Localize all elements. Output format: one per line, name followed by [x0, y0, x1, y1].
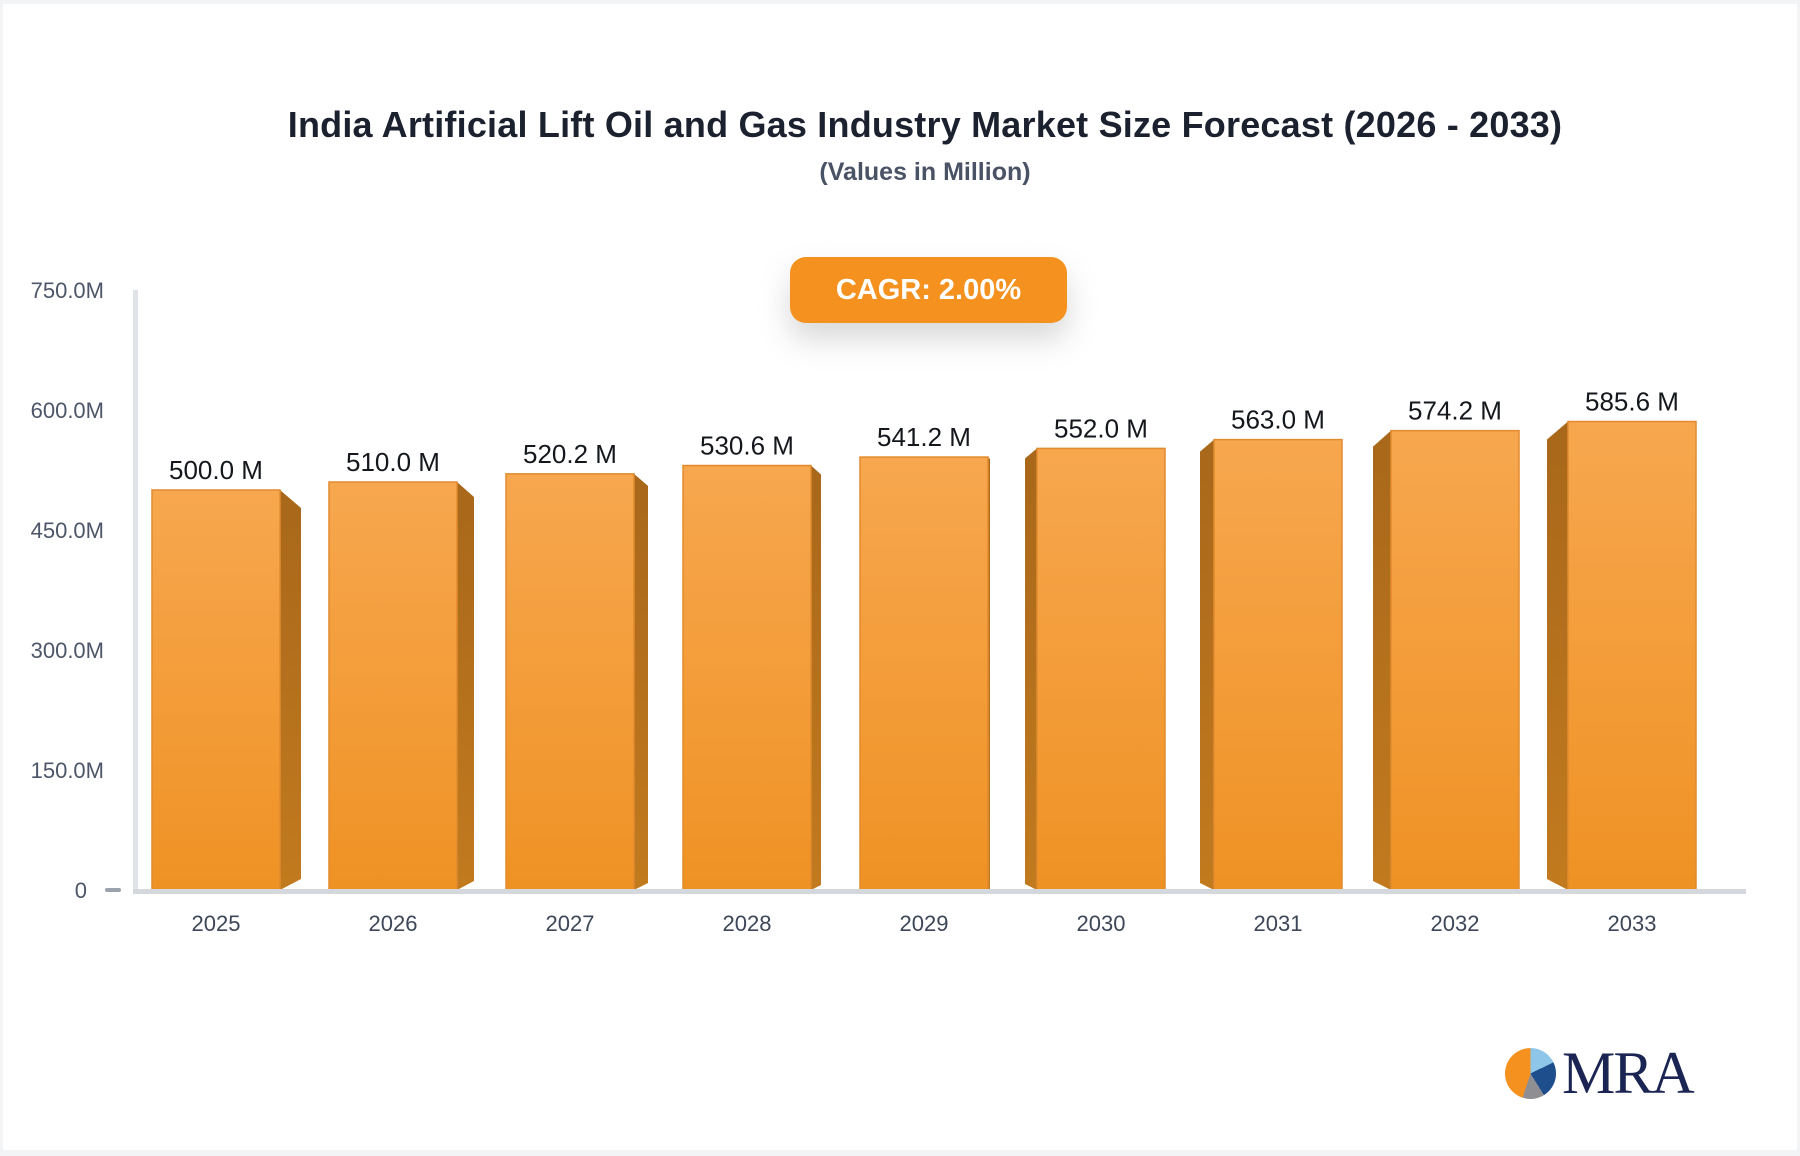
- bar-side-face: [634, 473, 648, 890]
- bar-value-label: 541.2 M: [877, 422, 971, 452]
- bar-front-face: [1390, 429, 1520, 891]
- cagr-badge: CAGR: 2.00%: [790, 257, 1067, 323]
- bar-chart-plot: 500.0 M 510.0 M 520.2 M 530.6 M 541.2 M 552.0…: [31, 278, 1746, 936]
- bar-front-face: [1213, 438, 1343, 891]
- y-tick-label: 750.0M: [31, 278, 104, 303]
- x-tick-label: 2028: [723, 911, 772, 936]
- bar-front-face: [505, 473, 635, 891]
- bar-2030[interactable]: 552.0 M: [1025, 413, 1166, 891]
- x-axis-baseline: [133, 889, 1746, 894]
- bar-front-face: [1567, 420, 1697, 891]
- y-axis-line: [133, 290, 138, 894]
- x-tick-label: 2027: [546, 911, 595, 936]
- bar-value-label: 530.6 M: [700, 431, 794, 461]
- chart-card: India Artificial Lift Oil and Gas Indust…: [3, 4, 1797, 1150]
- bar-side-face: [457, 482, 474, 890]
- bar-side-face: [811, 465, 821, 890]
- bar-side-face: [1373, 430, 1391, 890]
- bar-value-label: 574.2 M: [1408, 396, 1502, 426]
- x-tick-label: 2031: [1254, 911, 1303, 936]
- bar-side-face: [1200, 439, 1214, 890]
- bar-front-face: [682, 464, 812, 891]
- bar-2026[interactable]: 510.0 M: [328, 447, 474, 891]
- y-tick-label: 300.0M: [31, 638, 104, 663]
- bar-2032[interactable]: 574.2 M: [1373, 396, 1520, 891]
- bar-2027[interactable]: 520.2 M: [505, 439, 648, 891]
- mra-logo-text: MRA: [1562, 1039, 1695, 1106]
- bar-value-label: 552.0 M: [1054, 413, 1148, 443]
- chart-subtitle: (Values in Million): [819, 158, 1031, 186]
- y-tick-label: 150.0M: [31, 758, 104, 783]
- x-tick-label: 2030: [1077, 911, 1126, 936]
- chart-title: India Artificial Lift Oil and Gas Indust…: [287, 104, 1563, 145]
- bar-2029[interactable]: 541.2 M: [859, 422, 990, 891]
- bar-front-face: [151, 489, 281, 891]
- bar-front-face: [328, 481, 458, 891]
- bar-2031[interactable]: 563.0 M: [1200, 405, 1343, 891]
- bar-value-label: 563.0 M: [1231, 405, 1325, 435]
- x-tick-label: 2026: [369, 911, 418, 936]
- bar-value-label: 520.2 M: [523, 439, 617, 469]
- bar-side-face: [1025, 448, 1037, 890]
- bar-front-face: [859, 456, 989, 891]
- mra-logo: MRA: [1505, 1039, 1695, 1106]
- bar-2033[interactable]: 585.6 M: [1547, 387, 1697, 891]
- mra-logo-pie-icon: [1505, 1048, 1556, 1099]
- bar-value-label: 510.0 M: [346, 447, 440, 477]
- y-tick-label: 450.0M: [31, 518, 104, 543]
- bar-side-face: [1547, 421, 1568, 890]
- x-tick-label: 2032: [1431, 911, 1480, 936]
- x-tick-label: 2025: [192, 911, 241, 936]
- zero-tick-dash: [105, 888, 121, 892]
- bar-value-label: 585.6 M: [1585, 387, 1679, 417]
- bar-2025[interactable]: 500.0 M: [151, 455, 301, 891]
- x-tick-label: 2033: [1608, 911, 1657, 936]
- x-tick-label: 2029: [900, 911, 949, 936]
- bar-value-label: 500.0 M: [169, 455, 263, 485]
- bar-2028[interactable]: 530.6 M: [682, 431, 821, 891]
- y-tick-label: 0: [75, 878, 87, 903]
- y-tick-label: 600.0M: [31, 398, 104, 423]
- bar-front-face: [1036, 447, 1166, 891]
- bar-side-face: [280, 490, 301, 890]
